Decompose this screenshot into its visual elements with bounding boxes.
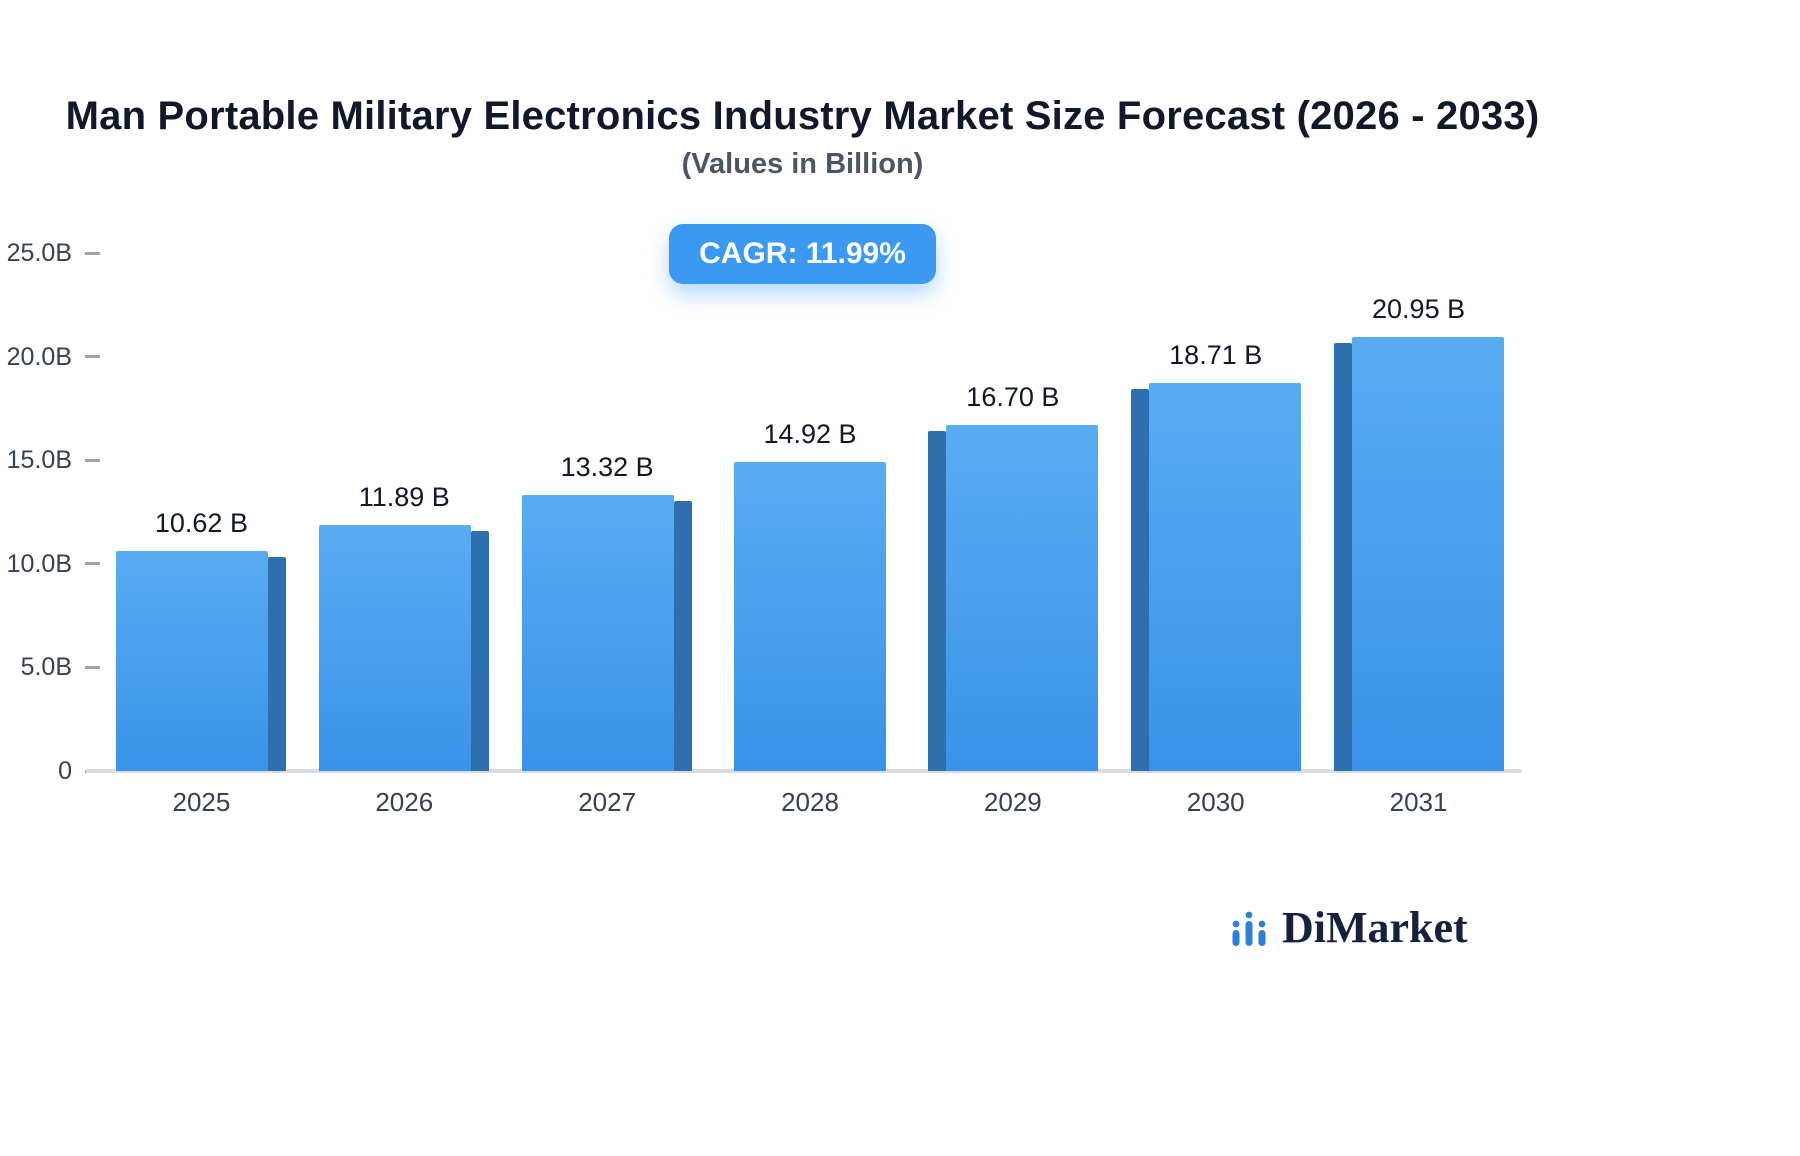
bar-value-label: 11.89 B [358,481,450,512]
y-tick-dash [85,458,100,462]
bar: 11.89 B [319,482,490,771]
bar-value-label: 10.62 B [154,507,248,538]
y-tick-label: 15.0B [6,446,72,475]
x-tick-label: 2029 [983,787,1042,817]
x-tick-label: 2031 [1389,787,1448,817]
cagr-badge: CAGR: 11.99% [669,224,936,284]
chart-subtitle: (Values in Billion) [681,148,924,180]
y-tick-label: 25.0B [6,239,72,267]
chart-container: Man Portable Military Electronics Indust… [0,94,1605,827]
bar-value-label: 18.71 B [1169,340,1263,371]
bar-side-face [927,430,946,771]
bar-front-face [116,550,269,771]
bar-front-face [1351,336,1504,771]
x-tick-label: 2027 [578,787,637,817]
bar-front-face [945,424,1098,771]
brand-chart-icon [1228,907,1270,949]
bar: 14.92 B [725,419,895,771]
x-axis-line [86,769,1522,773]
bar-front-face [1148,383,1301,771]
bar: 10.62 B [116,508,287,771]
bar-front-face [522,495,675,771]
y-tick-label: 0 [58,757,72,785]
bar: 16.70 B [927,382,1098,771]
bar-side-face [1130,389,1149,771]
bar-value-label: 20.95 B [1372,293,1466,324]
chart-title: Man Portable Military Electronics Indust… [65,94,1540,138]
bar-value-label: 14.92 B [763,418,857,449]
cagr-badge-wrap: CAGR: 11.99% [0,224,1605,284]
bar-side-face [268,556,287,771]
x-tick-label: 2030 [1186,787,1245,817]
bar-side-face [1333,342,1352,771]
y-tick-dash [85,355,100,359]
bar: 20.95 B [1333,294,1504,771]
y-tick-label: 5.0B [20,653,72,682]
x-axis-labels: 2025 2026 2027 2028 2029 2030 2031 [100,787,1520,827]
bar-front-face [734,461,886,771]
y-tick-dash [85,251,100,255]
bar: 13.32 B [522,452,693,771]
y-axis: 0 5.0B 10.0B 15.0B 20.0B 25.0B [0,239,100,785]
bar-value-label: 16.70 B [966,381,1060,412]
x-tick-label: 2025 [172,787,231,817]
bar-side-face [471,530,490,771]
x-tick-label: 2026 [375,787,434,817]
plot-area: 10.62 B 11.89 B 13.32 B 14.92 B 16.70 B 18.71… [100,253,1520,771]
y-tick-dash [85,665,100,669]
bar: 18.71 B [1130,340,1301,771]
y-tick-label: 20.0B [6,342,72,371]
bar-side-face [674,501,693,771]
brand-name: DiMarket [1282,903,1468,952]
brand-logo: DiMarket [1228,902,1468,953]
bar-front-face [319,524,472,771]
bar-value-label: 13.32 B [560,452,654,483]
y-tick-label: 10.0B [6,549,72,578]
y-tick-dash [85,562,100,566]
x-tick-label: 2028 [781,787,839,817]
